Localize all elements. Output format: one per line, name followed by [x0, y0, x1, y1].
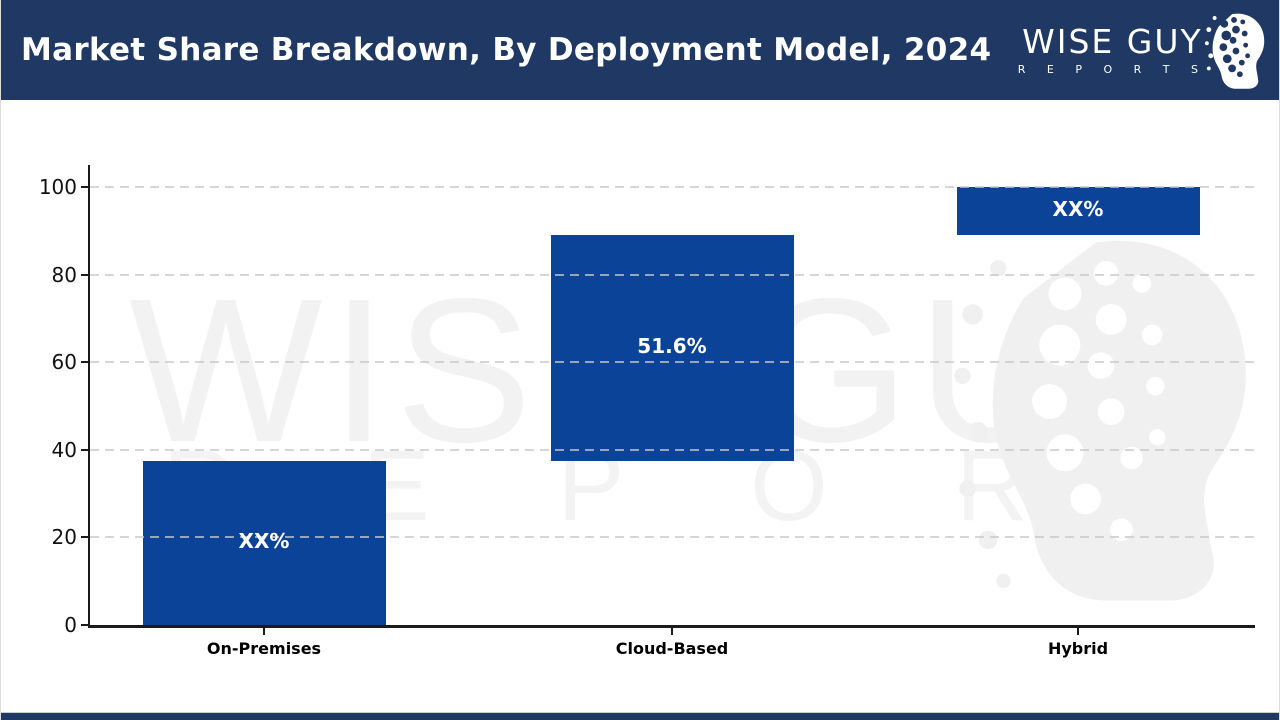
x-axis-line — [88, 625, 1255, 628]
header-bar: Market Share Breakdown, By Deployment Mo… — [1, 0, 1279, 100]
footer-bar — [1, 713, 1279, 720]
y-axis-tick-label: 100 — [38, 175, 77, 199]
chart-title: Market Share Breakdown, By Deployment Mo… — [21, 32, 992, 68]
bar-value-label: XX% — [1052, 196, 1104, 221]
gridline — [90, 536, 1254, 539]
brand-wordmark: WISE GUY R E P O R T S — [1018, 25, 1207, 76]
x-axis-tick — [263, 628, 265, 635]
bar-value-label: 51.6% — [637, 333, 707, 358]
gridline — [90, 361, 1254, 364]
watermark-head-icon — [954, 240, 1246, 601]
bar — [550, 234, 794, 461]
x-axis-label: Hybrid — [1047, 639, 1109, 658]
y-axis-tick-label: 60 — [51, 350, 77, 375]
y-axis-line — [88, 165, 90, 627]
brand-name: WISE GUY — [1022, 21, 1203, 61]
head-silhouette-icon — [1204, 13, 1265, 89]
brand-logo: WISE GUY R E P O R T S — [1018, 10, 1267, 90]
x-axis-label: Cloud-Based — [615, 639, 729, 658]
y-axis-tick-label: 40 — [51, 437, 77, 462]
gridline — [90, 448, 1254, 451]
y-axis-tick — [81, 186, 88, 188]
y-axis-tick — [81, 273, 88, 276]
y-axis-tick — [81, 536, 88, 539]
footer-divider — [1, 712, 1279, 713]
x-axis-label: On-Premises — [206, 639, 322, 658]
x-axis-tick — [1077, 628, 1079, 635]
x-axis-tick — [671, 628, 673, 635]
y-axis-tick-label: 80 — [51, 262, 77, 287]
y-axis-tick-label: 0 — [64, 613, 77, 637]
bar — [142, 460, 386, 625]
brand-subtitle: R E P O R T S — [1017, 62, 1207, 76]
gridline — [90, 186, 1254, 188]
y-axis-tick — [81, 448, 88, 451]
y-axis-tick — [81, 361, 88, 364]
gridline — [90, 273, 1254, 276]
bar — [956, 187, 1200, 235]
y-axis-tick-label: 20 — [51, 525, 77, 550]
bar-value-label: XX% — [238, 528, 290, 553]
y-axis-tick — [81, 624, 88, 626]
